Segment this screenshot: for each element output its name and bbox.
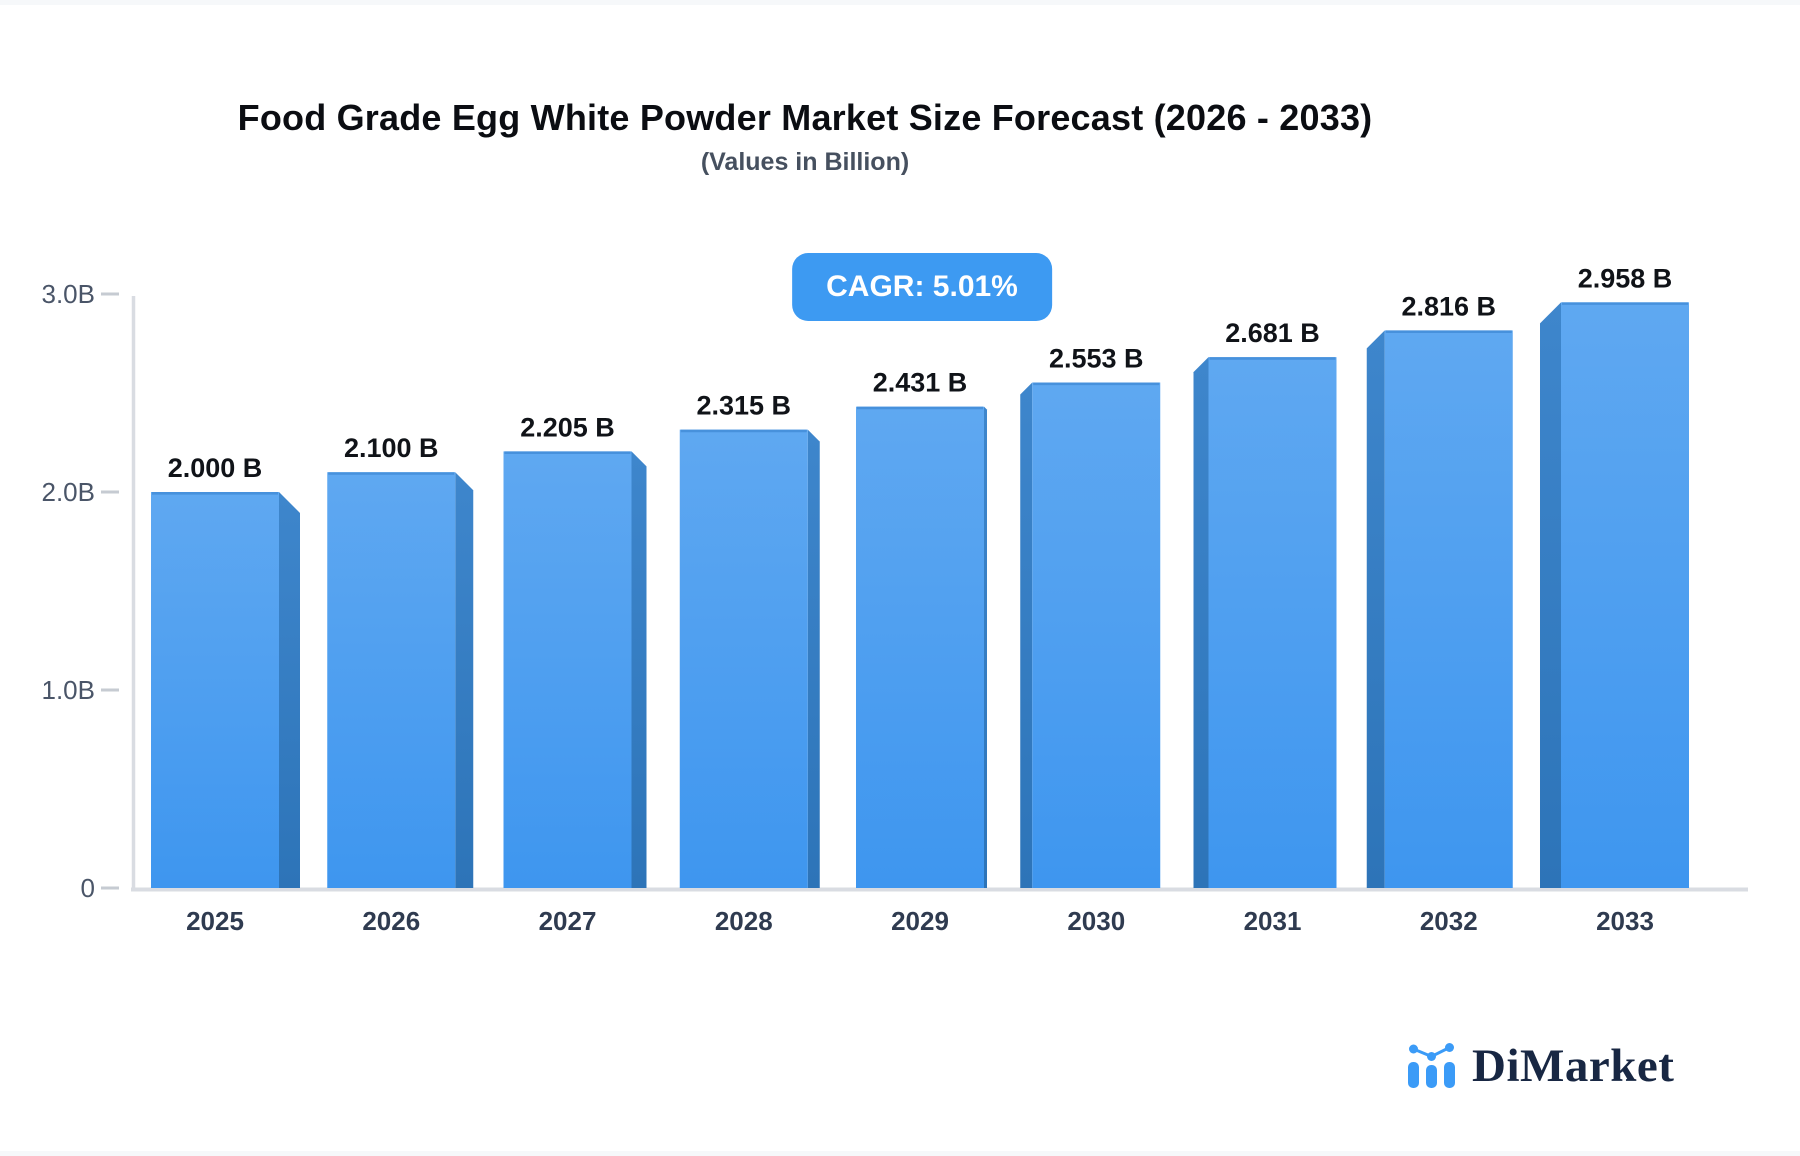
bar-side-face bbox=[631, 451, 647, 888]
x-tick-label: 2027 bbox=[539, 906, 597, 936]
bar-value-label: 2.816 B bbox=[1401, 291, 1496, 321]
page-bottom-border bbox=[0, 1151, 1800, 1156]
bar-value-label: 2.000 B bbox=[168, 453, 263, 483]
x-tick-label: 2031 bbox=[1244, 906, 1302, 936]
bar-side-face bbox=[807, 429, 820, 888]
x-tick-label: 2033 bbox=[1596, 906, 1654, 936]
y-tick-label: 3.0B bbox=[42, 279, 96, 309]
logo-dot bbox=[1445, 1043, 1454, 1052]
logo-bar bbox=[1444, 1062, 1455, 1088]
bar-value-label: 2.100 B bbox=[344, 433, 439, 463]
page-top-border bbox=[0, 0, 1800, 5]
x-tick-label: 2029 bbox=[891, 906, 949, 936]
x-tick-label: 2026 bbox=[362, 906, 420, 936]
bar bbox=[151, 492, 279, 888]
cagr-badge: CAGR: 5.01% bbox=[792, 253, 1052, 321]
bar-value-label: 2.681 B bbox=[1225, 318, 1320, 348]
bar bbox=[679, 429, 808, 888]
dimarket-logo-icon bbox=[1408, 1043, 1455, 1088]
bar-side-face bbox=[1366, 330, 1385, 888]
cagr-badge-label: CAGR: 5.01% bbox=[826, 270, 1018, 303]
bar-side-face bbox=[984, 406, 987, 888]
chart-subtitle: (Values in Billion) bbox=[700, 148, 910, 176]
bar bbox=[1208, 357, 1337, 888]
bar bbox=[1384, 330, 1513, 888]
bar bbox=[1032, 382, 1161, 888]
bar bbox=[856, 406, 984, 888]
bar-side-face bbox=[279, 492, 300, 888]
chart-title: Food Grade Egg White Powder Market Size … bbox=[237, 97, 1373, 138]
bar-value-label: 2.431 B bbox=[873, 368, 968, 398]
bar-value-label: 2.205 B bbox=[520, 412, 615, 442]
x-tick-label: 2030 bbox=[1067, 906, 1125, 936]
x-tick-label: 2025 bbox=[186, 906, 244, 936]
bar-value-label: 2.553 B bbox=[1049, 344, 1144, 374]
y-tick-label: 2.0B bbox=[42, 477, 96, 507]
logo-bar bbox=[1426, 1065, 1437, 1088]
logo-dot bbox=[1427, 1052, 1436, 1061]
bar-value-label: 2.958 B bbox=[1578, 263, 1673, 293]
y-tick-label: 1.0B bbox=[42, 675, 96, 705]
x-tick-label: 2032 bbox=[1420, 906, 1478, 936]
bar bbox=[503, 451, 632, 888]
dimarket-logo: DiMarket bbox=[1405, 1042, 1674, 1090]
bar-value-label: 2.315 B bbox=[696, 391, 791, 421]
bar bbox=[327, 472, 456, 888]
bar-side-face bbox=[1193, 357, 1209, 888]
bar-side-face bbox=[455, 472, 474, 888]
logo-bar bbox=[1408, 1062, 1419, 1088]
bar-side-face bbox=[1020, 382, 1033, 888]
bar bbox=[1561, 302, 1689, 888]
y-tick-label: 0 bbox=[81, 873, 95, 903]
x-tick-label: 2028 bbox=[715, 906, 773, 936]
logo-dot bbox=[1409, 1044, 1418, 1054]
bar-side-face bbox=[1540, 302, 1561, 888]
dimarket-logo-text: DiMarket bbox=[1472, 1039, 1675, 1092]
